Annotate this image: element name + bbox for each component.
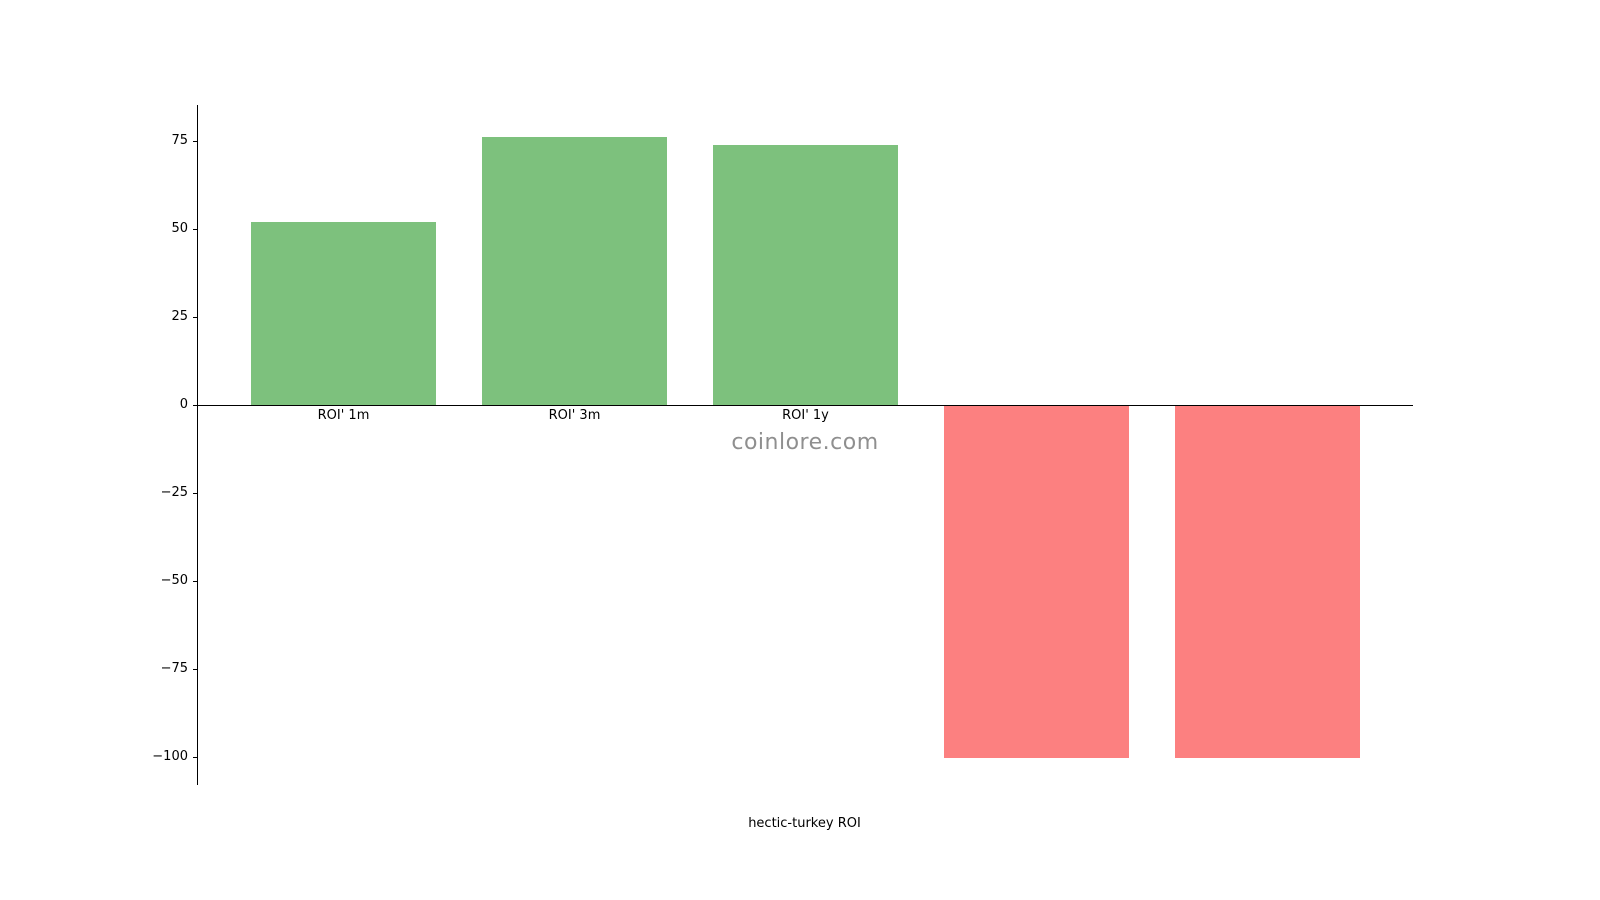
- y-axis-tick-label: 50: [171, 221, 188, 236]
- bar-roi-3m: [482, 137, 667, 405]
- y-axis-tick-mark: [193, 493, 198, 494]
- y-axis-tick-label: −25: [160, 485, 188, 500]
- bar-roi-1m: [251, 221, 436, 405]
- y-axis-tick-mark: [193, 581, 198, 582]
- y-axis-tick-label: 75: [171, 133, 188, 148]
- bar-roi-1y: [713, 144, 898, 405]
- y-axis-tick-mark: [193, 757, 198, 758]
- y-axis-tick-label: 25: [171, 309, 188, 324]
- x-axis-tick-label: ROI' 1y: [782, 408, 829, 423]
- y-axis-tick-mark: [193, 669, 198, 670]
- y-axis-tick-label: −50: [160, 573, 188, 588]
- bar-bar-5: [1175, 406, 1360, 758]
- x-axis-tick-label: ROI' 3m: [548, 408, 601, 423]
- bar-bar-4: [944, 406, 1129, 758]
- y-axis-tick-mark: [193, 229, 198, 230]
- chart-title: hectic-turkey ROI: [748, 816, 861, 831]
- x-axis-tick-label: ROI' 1m: [317, 408, 370, 423]
- y-axis-tick-mark: [193, 141, 198, 142]
- y-axis-tick-label: 0: [179, 397, 188, 412]
- y-axis-tick-mark: [193, 317, 198, 318]
- y-axis-tick-label: −75: [160, 661, 188, 676]
- watermark: coinlore.com: [731, 430, 879, 455]
- plot-area: coinlore.com 75 50 25 0 −25 −50 −75 −100 ROI' 1m…: [152, 105, 1413, 785]
- y-axis-tick-label: −100: [152, 749, 188, 764]
- y-axis-tick-mark: [193, 405, 198, 406]
- x-axis-line: [198, 405, 1413, 406]
